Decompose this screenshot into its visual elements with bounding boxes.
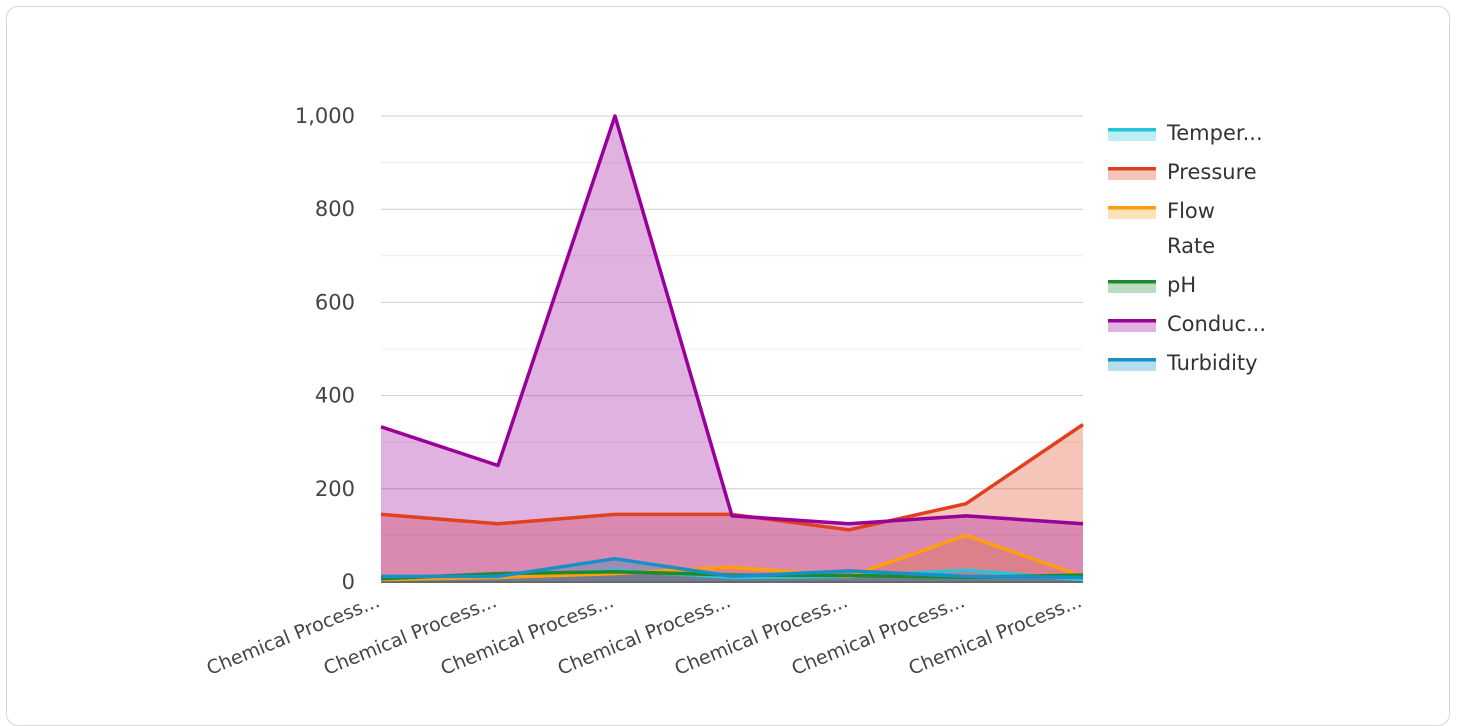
legend-swatch	[1108, 168, 1156, 180]
legend-item[interactable]: Turbidity	[1108, 351, 1258, 375]
line-turbidity	[381, 556, 1084, 580]
legend-item[interactable]: Conduc...	[1108, 312, 1266, 336]
legend-swatch-line	[1108, 358, 1156, 362]
y-tick-label: 200	[315, 477, 355, 501]
x-axis-ticks: Chemical Process...Chemical Process...Ch…	[204, 590, 1085, 679]
area-conduc	[381, 116, 1083, 582]
legend-item[interactable]: Temper...	[1108, 121, 1263, 145]
legend-swatch-line	[1108, 280, 1156, 284]
legend-swatch-line	[1108, 167, 1156, 171]
legend-swatch	[1108, 207, 1156, 219]
area-chart: 0 200 400 600 800 1,000 Chemical Process...Ch…	[204, 104, 1266, 680]
chart-card: 0 200 400 600 800 1,000 Chemical Process... Ch…	[6, 6, 1450, 726]
y-tick-label: 800	[315, 197, 355, 221]
legend-swatch	[1108, 129, 1156, 141]
legend-swatch	[1108, 359, 1156, 371]
legend-label: Turbidity	[1166, 351, 1258, 375]
legend: Temper... Pressure Flow Rate pH Conduc... Turb…	[1108, 121, 1266, 375]
legend-label: pH	[1167, 273, 1196, 297]
series-lines	[380, 114, 1084, 582]
y-tick-label: 1,000	[295, 104, 355, 128]
legend-item[interactable]: Flow Rate	[1108, 199, 1215, 258]
legend-swatch-line	[1108, 206, 1156, 210]
legend-swatch-line	[1108, 319, 1156, 323]
legend-swatch	[1108, 320, 1156, 332]
legend-label: Pressure	[1167, 160, 1257, 184]
y-tick-label: 400	[315, 384, 355, 408]
legend-swatch-line	[1108, 128, 1156, 132]
legend-label: Rate	[1167, 234, 1215, 258]
legend-swatch	[1108, 281, 1156, 293]
line-conduc	[380, 114, 1084, 526]
area-pressure	[381, 424, 1083, 582]
gridlines	[381, 115, 1083, 583]
area-temper	[381, 570, 1083, 582]
legend-label: Conduc...	[1167, 312, 1266, 336]
area-flow-rate	[381, 535, 1083, 582]
y-axis-ticks: 0 200 400 600 800 1,000	[295, 104, 355, 594]
y-tick-label: 0	[342, 570, 355, 594]
legend-label: Temper...	[1166, 121, 1263, 145]
legend-item[interactable]: pH	[1108, 273, 1196, 297]
legend-label: Flow	[1167, 199, 1215, 223]
y-tick-label: 600	[315, 290, 355, 314]
legend-item[interactable]: Pressure	[1108, 160, 1257, 184]
